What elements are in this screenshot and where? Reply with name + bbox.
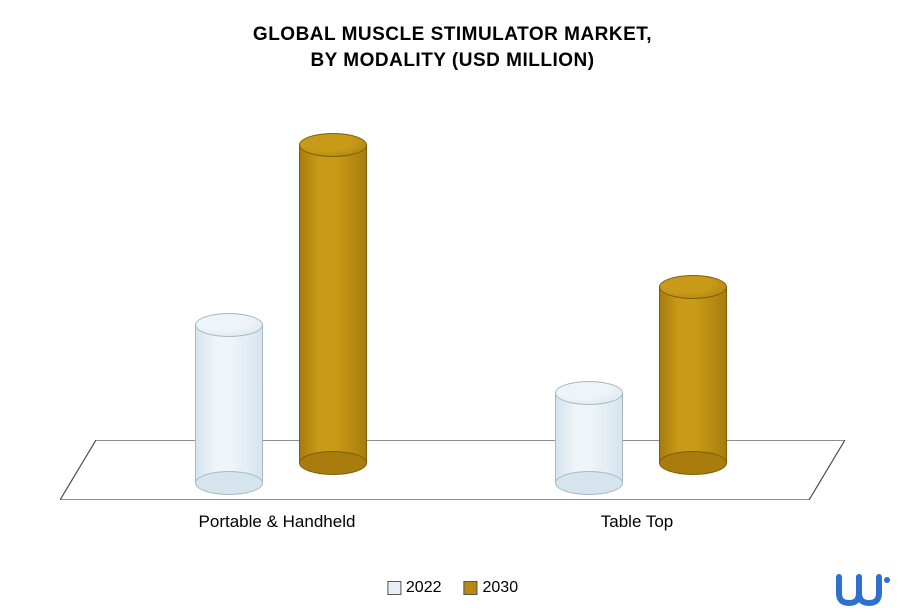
legend-label-2030: 2030: [483, 579, 519, 597]
legend-item-2030: 2030: [464, 579, 519, 597]
bar-cylinder: [195, 325, 263, 484]
category-label-portable: Portable & Handheld: [165, 512, 389, 532]
legend-item-2022: 2022: [387, 579, 442, 597]
legend-swatch-2022: [387, 581, 401, 595]
bar-cylinder: [299, 145, 367, 462]
legend: 2022 2030: [387, 579, 518, 597]
legend-label-2022: 2022: [406, 579, 442, 597]
bar-cylinder: [555, 393, 623, 484]
brand-logo-icon: [835, 571, 895, 607]
title-line-1: GLOBAL MUSCLE STIMULATOR MARKET,: [0, 22, 905, 48]
chart-title: GLOBAL MUSCLE STIMULATOR MARKET, BY MODA…: [0, 0, 905, 73]
category-label-tabletop: Table Top: [525, 512, 749, 532]
legend-swatch-2030: [464, 581, 478, 595]
chart-container: GLOBAL MUSCLE STIMULATOR MARKET, BY MODA…: [0, 0, 905, 615]
chart-floor: [60, 440, 845, 500]
bar-cylinder: [659, 287, 727, 463]
plot-area: Portable & Handheld Table Top: [60, 100, 845, 500]
title-line-2: BY MODALITY (USD MILLION): [0, 48, 905, 74]
